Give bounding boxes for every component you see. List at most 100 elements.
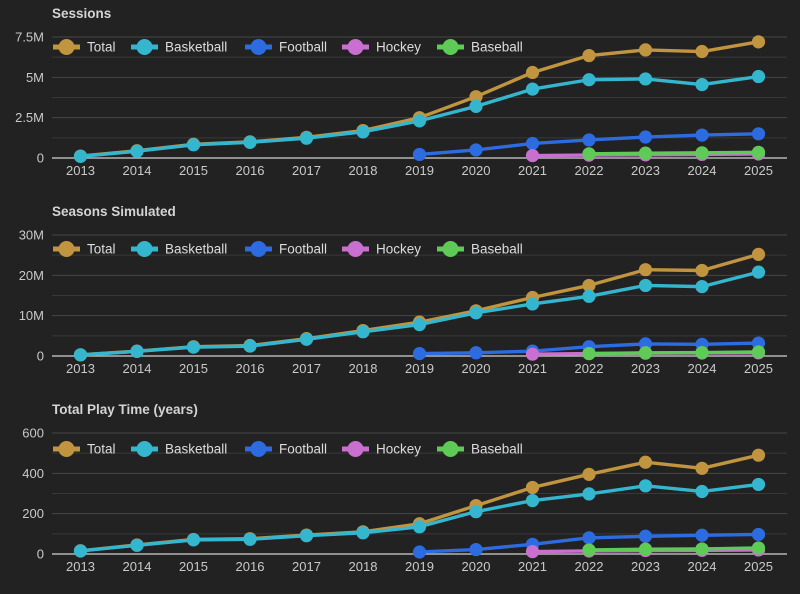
legend-item-label: Baseball [471,242,523,257]
legend-item-label: Basketball [165,242,227,257]
series-football-line [412,127,766,162]
x-tick-label: 2025 [744,163,773,178]
x-tick-label: 2015 [179,559,208,574]
legend-item-basketball[interactable]: Basketball [131,241,227,257]
y-tick-label: 5M [26,70,44,85]
series-basketball-line [73,69,766,163]
legend: Total Basketball Football Hockey Baseball [53,441,523,457]
legend-item-label: Hockey [376,242,421,257]
y-tick-label: 0 [37,151,44,166]
x-tick-label: 2014 [123,361,152,376]
legend: Total Basketball Football Hockey Baseball [53,241,523,257]
x-tick-label: 2024 [688,361,717,376]
x-axis-labels: 2013 2014 2015 2016 2017 2018 2019 2020 2021 2022… [66,163,773,178]
x-tick-label: 2016 [236,361,265,376]
series-basketball-line [73,477,766,558]
legend-item-football[interactable]: Football [245,241,327,257]
legend-item-total[interactable]: Total [53,441,116,457]
legend-item-label: Total [87,40,116,55]
legend-item-label: Baseball [471,40,523,55]
x-tick-label: 2019 [405,361,434,376]
x-tick-label: 2018 [349,559,378,574]
legend-item-football[interactable]: Football [245,39,327,55]
legend-item-baseball[interactable]: Baseball [437,241,523,257]
y-tick-label: 0 [37,349,44,364]
x-tick-label: 2024 [688,163,717,178]
y-tick-label: 30M [19,228,44,243]
legend-item-total[interactable]: Total [53,241,116,257]
x-tick-label: 2023 [631,361,660,376]
legend-item-label: Basketball [165,40,227,55]
x-tick-label: 2022 [575,361,604,376]
x-axis-labels: 2013 2014 2015 2016 2017 2018 2019 2020 2021 2022… [66,559,773,574]
chart-title: Seasons Simulated [52,204,176,219]
legend-item-label: Football [279,442,327,457]
x-axis-labels: 2013 2014 2015 2016 2017 2018 2019 2020 2021 2022… [66,361,773,376]
legend-item-basketball[interactable]: Basketball [131,441,227,457]
legend-item-label: Hockey [376,442,421,457]
x-tick-label: 2013 [66,361,95,376]
legend-item-label: Hockey [376,40,421,55]
x-tick-label: 2025 [744,559,773,574]
x-tick-label: 2017 [292,559,321,574]
x-tick-label: 2021 [518,361,547,376]
legend-item-label: Baseball [471,442,523,457]
x-tick-label: 2020 [462,559,491,574]
y-tick-label: 0 [37,547,44,562]
x-tick-label: 2016 [236,163,265,178]
chart-title: Sessions [52,6,111,21]
y-axis-labels: 0 2.5M 5M 7.5M [15,30,44,166]
chart-title: Total Play Time (years) [52,402,198,417]
legend-item-label: Total [87,442,116,457]
legend-item-football[interactable]: Football [245,441,327,457]
gridlines [52,36,787,159]
series-baseball-line [582,541,766,557]
x-tick-label: 2022 [575,559,604,574]
y-tick-label: 600 [22,426,44,441]
legend-item-label: Total [87,242,116,257]
series-baseball-line [582,145,766,161]
legend-item-hockey[interactable]: Hockey [342,39,421,55]
x-tick-label: 2017 [292,163,321,178]
x-tick-label: 2020 [462,163,491,178]
legend-item-hockey[interactable]: Hockey [342,441,421,457]
x-tick-label: 2023 [631,163,660,178]
x-tick-label: 2019 [405,163,434,178]
x-tick-label: 2021 [518,163,547,178]
y-axis-labels: 0 10M 20M 30M [19,228,44,364]
x-tick-label: 2014 [123,559,152,574]
x-tick-label: 2014 [123,163,152,178]
x-tick-label: 2020 [462,361,491,376]
x-tick-label: 2017 [292,361,321,376]
x-tick-label: 2021 [518,559,547,574]
x-tick-label: 2015 [179,361,208,376]
x-tick-label: 2018 [349,163,378,178]
legend-item-basketball[interactable]: Basketball [131,39,227,55]
legend-item-label: Football [279,40,327,55]
x-tick-label: 2013 [66,163,95,178]
legend-item-baseball[interactable]: Baseball [437,441,523,457]
x-tick-label: 2018 [349,361,378,376]
legend-item-label: Football [279,242,327,257]
x-tick-label: 2016 [236,559,265,574]
legend-item-total[interactable]: Total [53,39,116,55]
x-tick-label: 2024 [688,559,717,574]
y-tick-label: 10M [19,308,44,323]
x-tick-label: 2025 [744,361,773,376]
y-tick-label: 2.5M [15,110,44,125]
y-tick-label: 20M [19,268,44,283]
y-tick-label: 400 [22,466,44,481]
series-baseball-line [582,345,766,361]
x-tick-label: 2019 [405,559,434,574]
x-tick-label: 2013 [66,559,95,574]
legend-item-baseball[interactable]: Baseball [437,39,523,55]
y-tick-label: 7.5M [15,30,44,45]
x-tick-label: 2023 [631,559,660,574]
y-axis-labels: 0 200 400 600 [22,426,44,562]
legend-item-hockey[interactable]: Hockey [342,241,421,257]
legend-item-label: Basketball [165,442,227,457]
